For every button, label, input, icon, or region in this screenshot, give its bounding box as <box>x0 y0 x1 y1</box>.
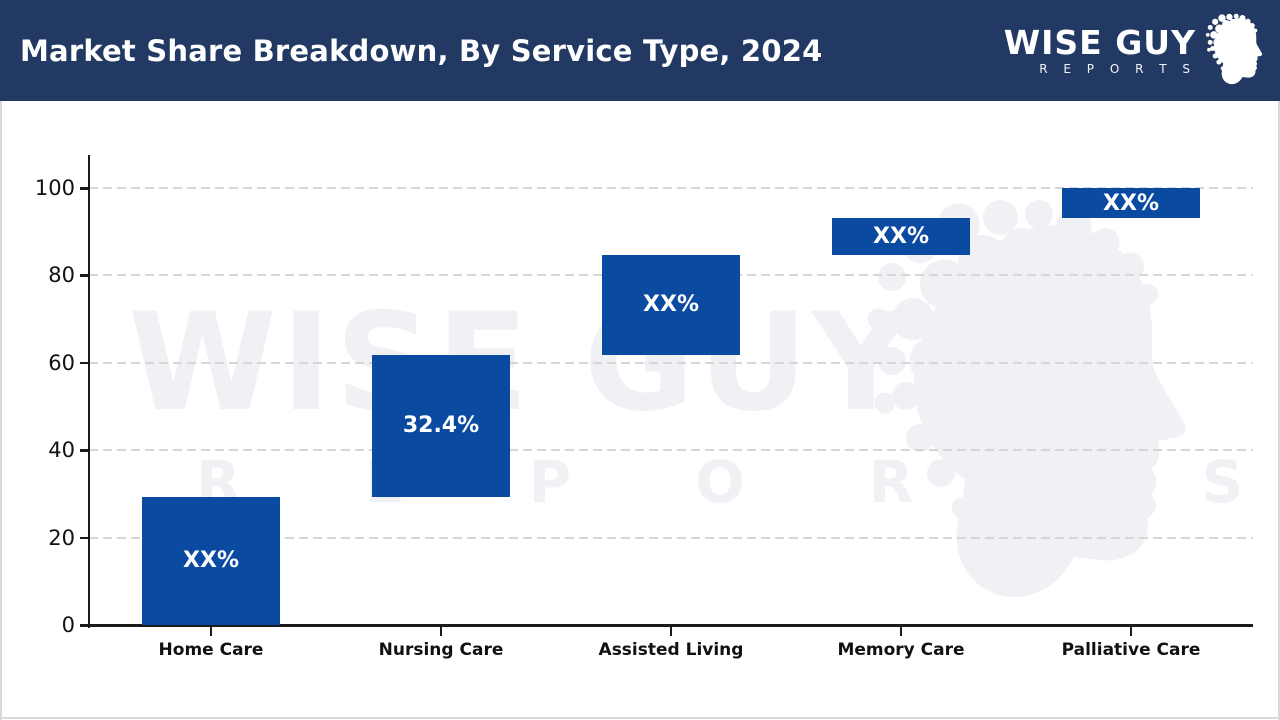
logo-reports-text: R E P O R T S <box>1039 61 1196 76</box>
x-tick-mark <box>1129 626 1133 636</box>
gridline-y100 <box>89 187 1253 189</box>
bar-value-label: XX% <box>873 223 929 249</box>
logo-brand-text: WISE GUY <box>1003 22 1196 62</box>
y-tick-label: 100 <box>34 176 75 200</box>
y-axis-line <box>87 155 90 628</box>
logo-text: WISE GUY R E P O R T S <box>1004 26 1196 76</box>
gridline-y20 <box>89 536 1253 539</box>
y-tick-label: 60 <box>48 350 75 375</box>
x-category-label: Home Care <box>158 640 264 660</box>
x-tick-mark <box>209 626 213 636</box>
bar-value-label: XX% <box>183 548 239 574</box>
gridline-y40 <box>89 449 1253 452</box>
bar-segment: XX% <box>142 496 280 625</box>
chart-title: Market Share Breakdown, By Service Type,… <box>20 33 823 68</box>
bar-segment: XX% <box>832 218 970 255</box>
x-tick-mark <box>439 626 443 636</box>
x-category-label: Nursing Care <box>378 640 504 660</box>
x-tick-mark <box>669 626 673 636</box>
y-tick-mark <box>80 361 89 365</box>
brand-logo: WISE GUY R E P O R T S <box>1004 8 1266 94</box>
y-tick-mark <box>80 274 89 277</box>
bar-value-label: 32.4% <box>402 413 480 439</box>
x-axis-line <box>87 624 1253 627</box>
bar-value-label: XX% <box>643 292 699 318</box>
page-border-left <box>0 101 2 720</box>
y-tick-label: 0 <box>61 613 75 637</box>
bar-segment: XX% <box>602 254 740 355</box>
page-border-bottom <box>0 717 1280 719</box>
y-tick-label: 80 <box>48 263 75 288</box>
y-tick-label: 20 <box>48 525 75 550</box>
bar-value-label: XX% <box>1103 190 1159 216</box>
x-category-label: Memory Care <box>837 640 965 660</box>
gridline-y60 <box>89 361 1253 364</box>
y-tick-label: 40 <box>48 438 75 463</box>
y-tick-mark <box>80 449 89 452</box>
y-tick-mark <box>80 536 89 540</box>
y-tick-mark <box>80 187 89 190</box>
x-category-label: Palliative Care <box>1061 640 1201 660</box>
x-category-label: Assisted Living <box>598 640 744 660</box>
x-tick-mark <box>899 626 903 636</box>
bar-segment: XX% <box>1062 188 1200 219</box>
y-tick-mark <box>80 624 89 627</box>
header-bar: Market Share Breakdown, By Service Type,… <box>0 0 1280 101</box>
page-border-right <box>1278 101 1280 720</box>
bar-segment: 32.4% <box>372 354 510 497</box>
